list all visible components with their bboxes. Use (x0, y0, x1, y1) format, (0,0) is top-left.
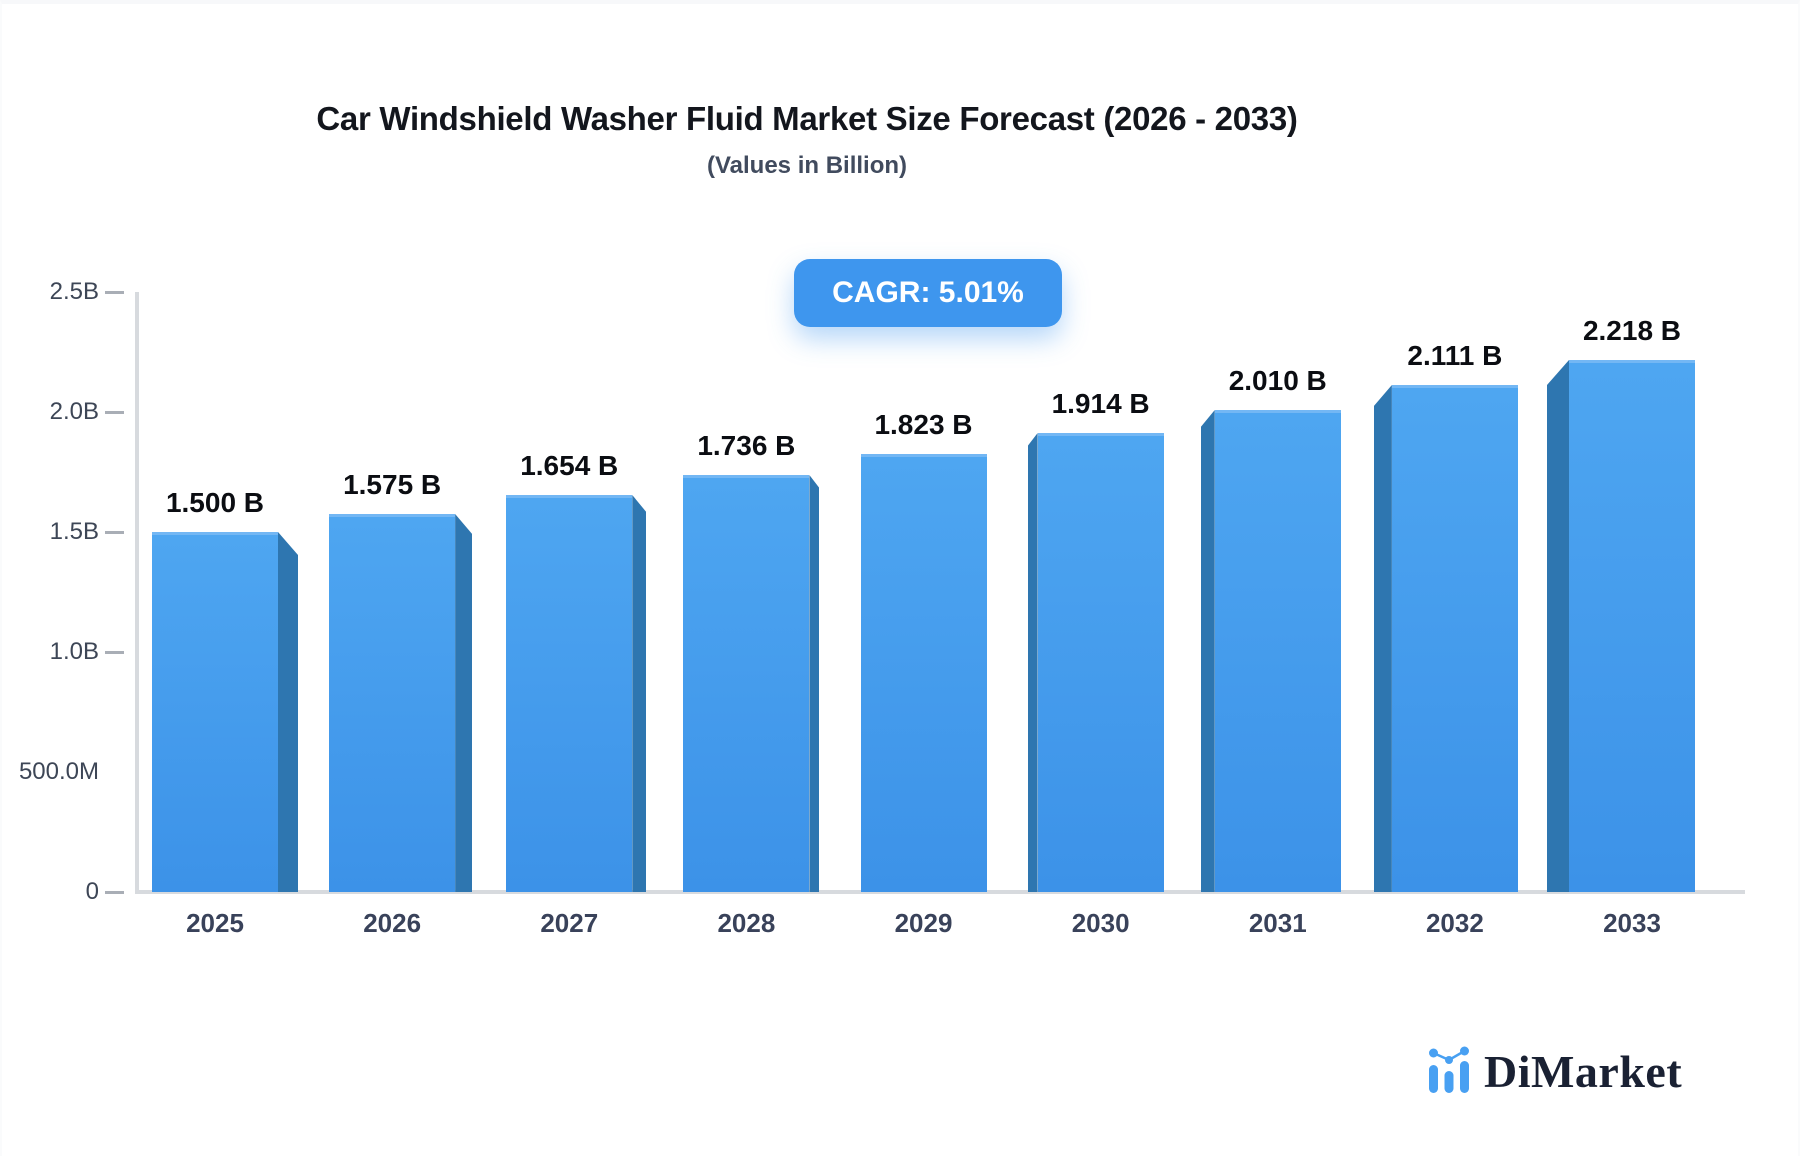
bar[interactable] (152, 532, 278, 892)
bar-value-label: 2.111 B (1407, 340, 1503, 371)
bar-3d-side (809, 475, 820, 892)
bar-value-label: 1.500 B (165, 487, 265, 518)
bar-3d-side (1373, 385, 1392, 892)
bar[interactable] (1391, 385, 1518, 892)
y-axis-tick-label: 0 (85, 878, 99, 905)
x-axis-tick-label: 2030 (1071, 908, 1130, 938)
bar[interactable] (1569, 360, 1695, 892)
bar-3d-side (455, 514, 473, 892)
bar-3d-side (1200, 410, 1215, 892)
y-axis-tick-mark (105, 291, 124, 294)
bar-3d-side (1547, 360, 1569, 892)
x-axis-tick-label: 2031 (1248, 908, 1307, 938)
brand-name: DiMarket (1484, 1045, 1683, 1097)
bar-value-label: 1.914 B (1051, 388, 1150, 419)
y-axis-tick-mark (105, 891, 124, 894)
bar-value-label: 1.575 B (343, 469, 442, 500)
y-axis-tick-mark (105, 531, 124, 534)
bar-3d-side (1027, 433, 1038, 892)
y-axis-line (135, 292, 139, 892)
x-axis-tick-label: 2025 (186, 908, 244, 938)
bar-value-label: 1.823 B (874, 409, 973, 440)
y-axis-tick-label: 2.0B (49, 398, 99, 425)
bar-value-label: 2.218 B (1582, 315, 1682, 346)
y-axis-tick-mark (105, 651, 124, 654)
y-axis-tick-label: 1.5B (49, 518, 99, 545)
x-axis-tick-label: 2033 (1603, 908, 1661, 938)
bar[interactable] (506, 495, 633, 892)
bar-value-label: 1.736 B (697, 430, 796, 461)
x-axis-tick-label: 2032 (1425, 908, 1484, 938)
bar-3d-side (632, 495, 647, 892)
dimarket-chart-icon (1429, 1046, 1469, 1093)
bar[interactable] (683, 475, 810, 892)
y-axis-tick-label: 500.0M (18, 758, 99, 785)
bar-value-label: 1.654 B (520, 450, 619, 481)
chart-title: Car Windshield Washer Fluid Market Size … (316, 100, 1298, 137)
y-axis-tick-mark (105, 411, 124, 414)
bar[interactable] (1037, 433, 1164, 892)
cagr-badge-label: CAGR: 5.01% (832, 276, 1024, 309)
bar-3d-side (278, 532, 298, 892)
x-axis-tick-label: 2029 (894, 908, 953, 938)
x-axis-line (135, 890, 1745, 894)
dimarket-logo[interactable]: DiMarket (1426, 1040, 1682, 1102)
bar[interactable] (1214, 410, 1341, 892)
chart-subtitle: (Values in Billion) (706, 152, 908, 179)
x-axis-tick-label: 2026 (363, 908, 422, 938)
bar[interactable] (329, 514, 456, 892)
y-axis-tick-label: 1.0B (49, 638, 99, 665)
x-axis-tick-label: 2027 (540, 908, 599, 938)
y-axis-tick-label: 2.5B (49, 278, 99, 305)
x-axis-tick-label: 2028 (717, 908, 776, 938)
cagr-badge: CAGR: 5.01% (794, 259, 1062, 327)
bar-value-label: 2.010 B (1228, 365, 1327, 396)
bar[interactable] (860, 454, 987, 892)
